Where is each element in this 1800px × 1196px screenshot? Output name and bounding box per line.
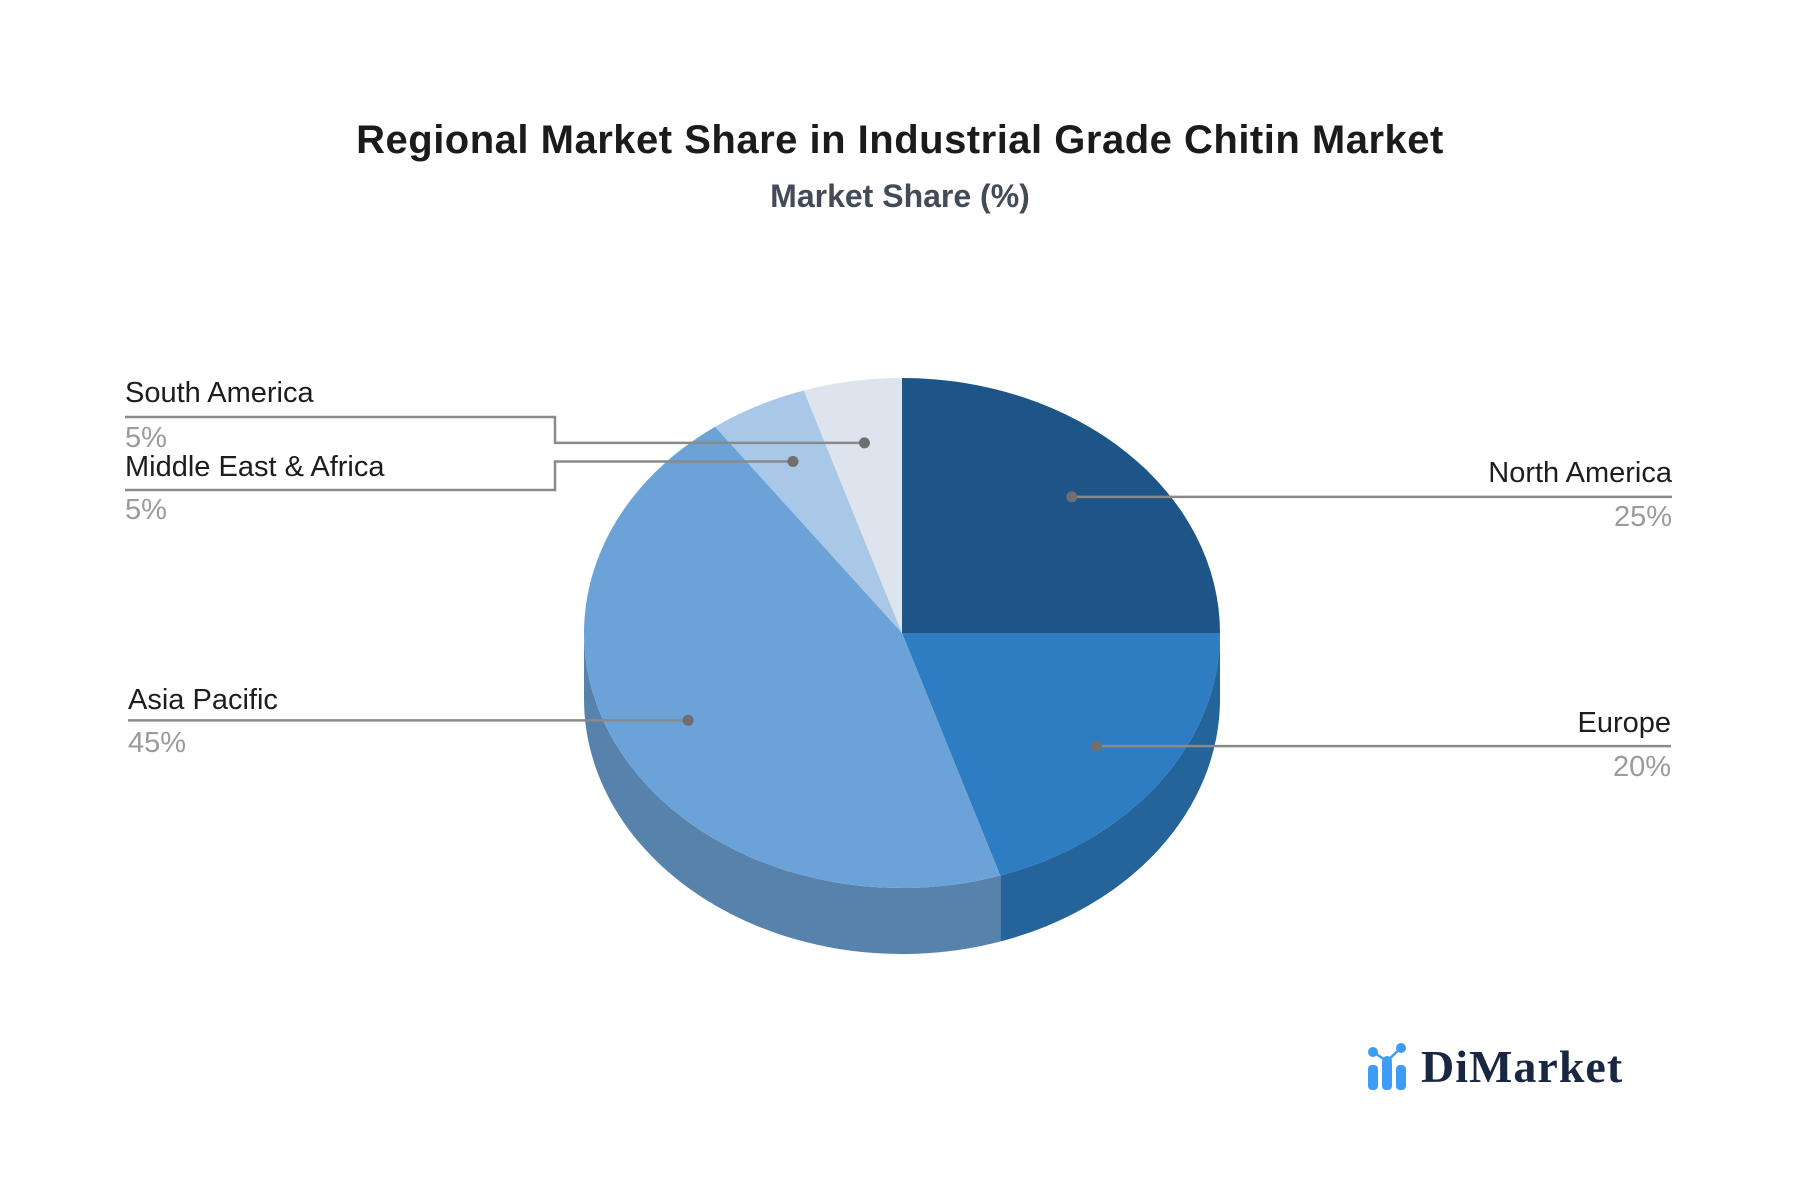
chart-subtitle: Market Share (%) xyxy=(770,178,1030,214)
slice-label: Asia Pacific xyxy=(128,684,278,716)
slice-percentage: 20% xyxy=(1612,751,1671,783)
slice-percentage: 25% xyxy=(1613,501,1672,533)
bar-line-chart-icon xyxy=(1368,1043,1406,1090)
pie-slice-side xyxy=(1000,633,1220,942)
leader-line xyxy=(125,415,865,445)
pie-slice-side xyxy=(584,633,1001,955)
leader-dot xyxy=(787,455,799,467)
slice-percentage: 5% xyxy=(125,422,167,454)
slice-percentage: 45% xyxy=(128,727,187,759)
leader-dot xyxy=(858,437,870,449)
slice-label: North America xyxy=(1488,457,1672,489)
leader-dot xyxy=(1066,491,1078,503)
slice-percentage: 5% xyxy=(125,494,167,526)
pie-slice-asia-pacific[interactable] xyxy=(584,426,1001,888)
leader-dot xyxy=(1090,740,1102,752)
pie-slice-north-america[interactable] xyxy=(902,378,1220,633)
brand-logo-text: DiMarket xyxy=(1421,1041,1624,1092)
leader-dot xyxy=(682,714,694,726)
leader-line xyxy=(125,460,794,492)
slice-label: Europe xyxy=(1577,707,1671,739)
brand-logo: DiMarket xyxy=(1367,1036,1623,1090)
chart-title: Regional Market Share in Industrial Grad… xyxy=(356,118,1444,162)
slice-label: Middle East & Africa xyxy=(125,451,385,483)
slice-label: South America xyxy=(125,377,314,409)
pie-slice-middle-east-africa[interactable] xyxy=(715,390,902,633)
pie-slice-europe[interactable] xyxy=(902,633,1220,876)
